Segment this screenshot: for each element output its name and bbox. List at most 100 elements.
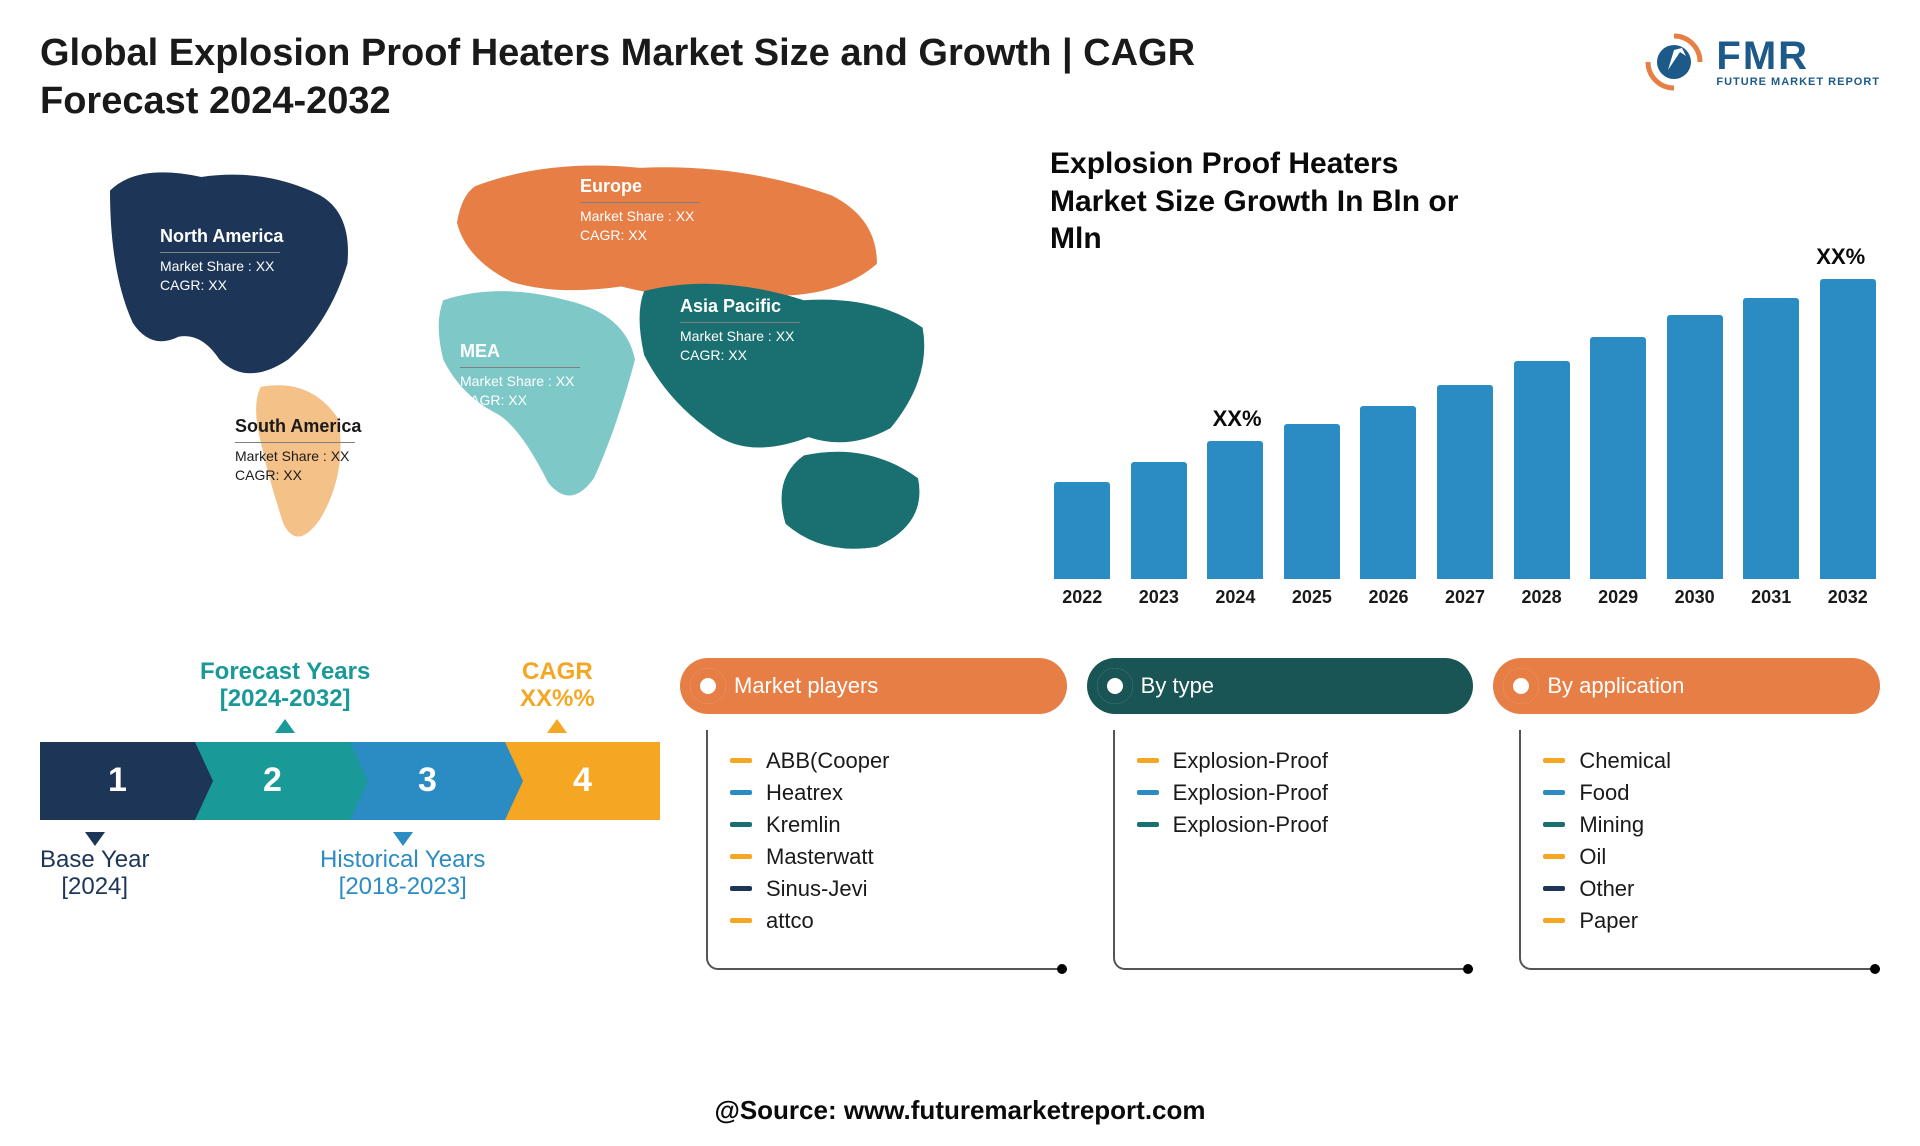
page-title: Global Explosion Proof Heaters Market Si… bbox=[40, 30, 1320, 125]
list-item: Explosion-Proof bbox=[1137, 748, 1474, 774]
bullet-dash bbox=[1543, 790, 1565, 795]
forecast-range: [2024-2032] bbox=[220, 685, 351, 712]
timeline-segment-2: 2 bbox=[195, 742, 350, 820]
bar-annotation: XX% bbox=[1816, 244, 1865, 270]
bar-annotation: XX% bbox=[1213, 406, 1262, 432]
bar-rect bbox=[1590, 337, 1646, 579]
item-text: Chemical bbox=[1579, 748, 1671, 774]
bullet-dash bbox=[1543, 886, 1565, 891]
list-item: Kremlin bbox=[730, 812, 1067, 838]
bullet-dash bbox=[1137, 790, 1159, 795]
forecast-label: Forecast Years bbox=[200, 658, 370, 685]
list-item: Paper bbox=[1543, 908, 1880, 934]
bar-year-label: 2032 bbox=[1828, 587, 1868, 608]
item-text: Other bbox=[1579, 876, 1634, 902]
bar-rect bbox=[1360, 406, 1416, 578]
bullet-dash bbox=[730, 918, 752, 923]
bar-2030: 2030 bbox=[1662, 315, 1727, 607]
item-text: Food bbox=[1579, 780, 1629, 806]
list-item: Other bbox=[1543, 876, 1880, 902]
bar-rect bbox=[1667, 315, 1723, 578]
timeline-segment-3: 3 bbox=[350, 742, 505, 820]
bar-year-label: 2022 bbox=[1062, 587, 1102, 608]
bar-2029: 2029 bbox=[1586, 337, 1651, 608]
bullet-dash bbox=[730, 758, 752, 763]
item-text: Heatrex bbox=[766, 780, 843, 806]
list-item: attco bbox=[730, 908, 1067, 934]
bar-year-label: 2023 bbox=[1139, 587, 1179, 608]
bullet-dash bbox=[730, 822, 752, 827]
bullet-dash bbox=[1543, 918, 1565, 923]
logo-text: FMR bbox=[1716, 36, 1880, 76]
bar-2025: 2025 bbox=[1280, 424, 1345, 608]
bar-2032: 2032 bbox=[1815, 279, 1880, 608]
bar-year-label: 2029 bbox=[1598, 587, 1638, 608]
item-text: Kremlin bbox=[766, 812, 841, 838]
region-label-north-america: North AmericaMarket Share : XXCAGR: XX bbox=[160, 225, 283, 294]
item-text: Mining bbox=[1579, 812, 1644, 838]
list-item: Oil bbox=[1543, 844, 1880, 870]
historical-label: Historical Years bbox=[320, 846, 485, 873]
item-text: Sinus-Jevi bbox=[766, 876, 867, 902]
category-list: Explosion-Proof Explosion-Proof Explosion-… bbox=[1113, 730, 1474, 970]
item-text: Explosion-Proof bbox=[1173, 748, 1328, 774]
bullet-dash bbox=[730, 854, 752, 859]
region-label-mea: MEAMarket Share : XXCAGR: XX bbox=[460, 340, 580, 409]
bar-year-label: 2028 bbox=[1522, 587, 1562, 608]
category-pill: Market players bbox=[680, 658, 1067, 714]
bar-rect bbox=[1437, 385, 1493, 579]
list-item: Heatrex bbox=[730, 780, 1067, 806]
list-item: Explosion-Proof bbox=[1137, 780, 1474, 806]
bar-year-label: 2030 bbox=[1675, 587, 1715, 608]
bar-2026: 2026 bbox=[1356, 406, 1421, 607]
region-label-asia-pacific: Asia PacificMarket Share : XXCAGR: XX bbox=[680, 295, 800, 364]
source-line: @Source: www.futuremarketreport.com bbox=[0, 1095, 1920, 1126]
bar-year-label: 2031 bbox=[1751, 587, 1791, 608]
list-item: Mining bbox=[1543, 812, 1880, 838]
bar-rect bbox=[1131, 462, 1187, 578]
historical-range: [2018-2023] bbox=[339, 873, 467, 900]
item-text: Explosion-Proof bbox=[1173, 780, 1328, 806]
bar-2024: 2024 bbox=[1203, 441, 1268, 607]
bullet-dash bbox=[730, 790, 752, 795]
chart-title: Explosion Proof Heaters Market Size Grow… bbox=[1050, 145, 1470, 258]
timeline-segment-4: 4 bbox=[505, 742, 660, 820]
cagr-value: XX%% bbox=[520, 685, 595, 712]
list-item: ABB(Cooper bbox=[730, 748, 1067, 774]
fmr-logo-icon bbox=[1642, 30, 1706, 94]
item-text: Explosion-Proof bbox=[1173, 812, 1328, 838]
bar-rect bbox=[1743, 298, 1799, 579]
bar-year-label: 2027 bbox=[1445, 587, 1485, 608]
category-list: ABB(Cooper Heatrex Kremlin Masterwatt Sinus-… bbox=[706, 730, 1067, 970]
market-players: Market players ABB(Cooper Heatrex Kremlin Ma… bbox=[680, 658, 1067, 970]
bar-2023: 2023 bbox=[1127, 462, 1192, 607]
list-item: Chemical bbox=[1543, 748, 1880, 774]
timeline-segment-1: 1 bbox=[40, 742, 195, 820]
region-label-south-america: South AmericaMarket Share : XXCAGR: XX bbox=[235, 415, 361, 484]
list-item: Food bbox=[1543, 780, 1880, 806]
bar-year-label: 2025 bbox=[1292, 587, 1332, 608]
item-text: Oil bbox=[1579, 844, 1606, 870]
bar-year-label: 2024 bbox=[1215, 587, 1255, 608]
bar-chart: Explosion Proof Heaters Market Size Grow… bbox=[1050, 145, 1880, 608]
item-text: Masterwatt bbox=[766, 844, 874, 870]
item-text: Paper bbox=[1579, 908, 1638, 934]
category-pill: By application bbox=[1493, 658, 1880, 714]
bar-rect bbox=[1054, 482, 1110, 579]
fmr-logo: FMR FUTURE MARKET REPORT bbox=[1642, 30, 1880, 94]
bar-2027: 2027 bbox=[1433, 385, 1498, 608]
bar-rect bbox=[1207, 441, 1263, 578]
bullet-dash bbox=[1137, 758, 1159, 763]
cagr-label: CAGR bbox=[522, 658, 593, 685]
item-text: attco bbox=[766, 908, 814, 934]
bar-rect bbox=[1514, 361, 1570, 579]
bar-2031: 2031 bbox=[1739, 298, 1804, 608]
timeline: Forecast Years [2024-2032] CAGR XX%% 123… bbox=[40, 658, 660, 970]
by-application: By application Chemical Food Mining Oil Other… bbox=[1493, 658, 1880, 970]
category-pill: By type bbox=[1087, 658, 1474, 714]
list-item: Sinus-Jevi bbox=[730, 876, 1067, 902]
base-year-label: Base Year bbox=[40, 846, 149, 873]
bullet-dash bbox=[1543, 854, 1565, 859]
bullet-dash bbox=[1543, 822, 1565, 827]
world-map: North AmericaMarket Share : XXCAGR: XX So… bbox=[40, 145, 1020, 565]
